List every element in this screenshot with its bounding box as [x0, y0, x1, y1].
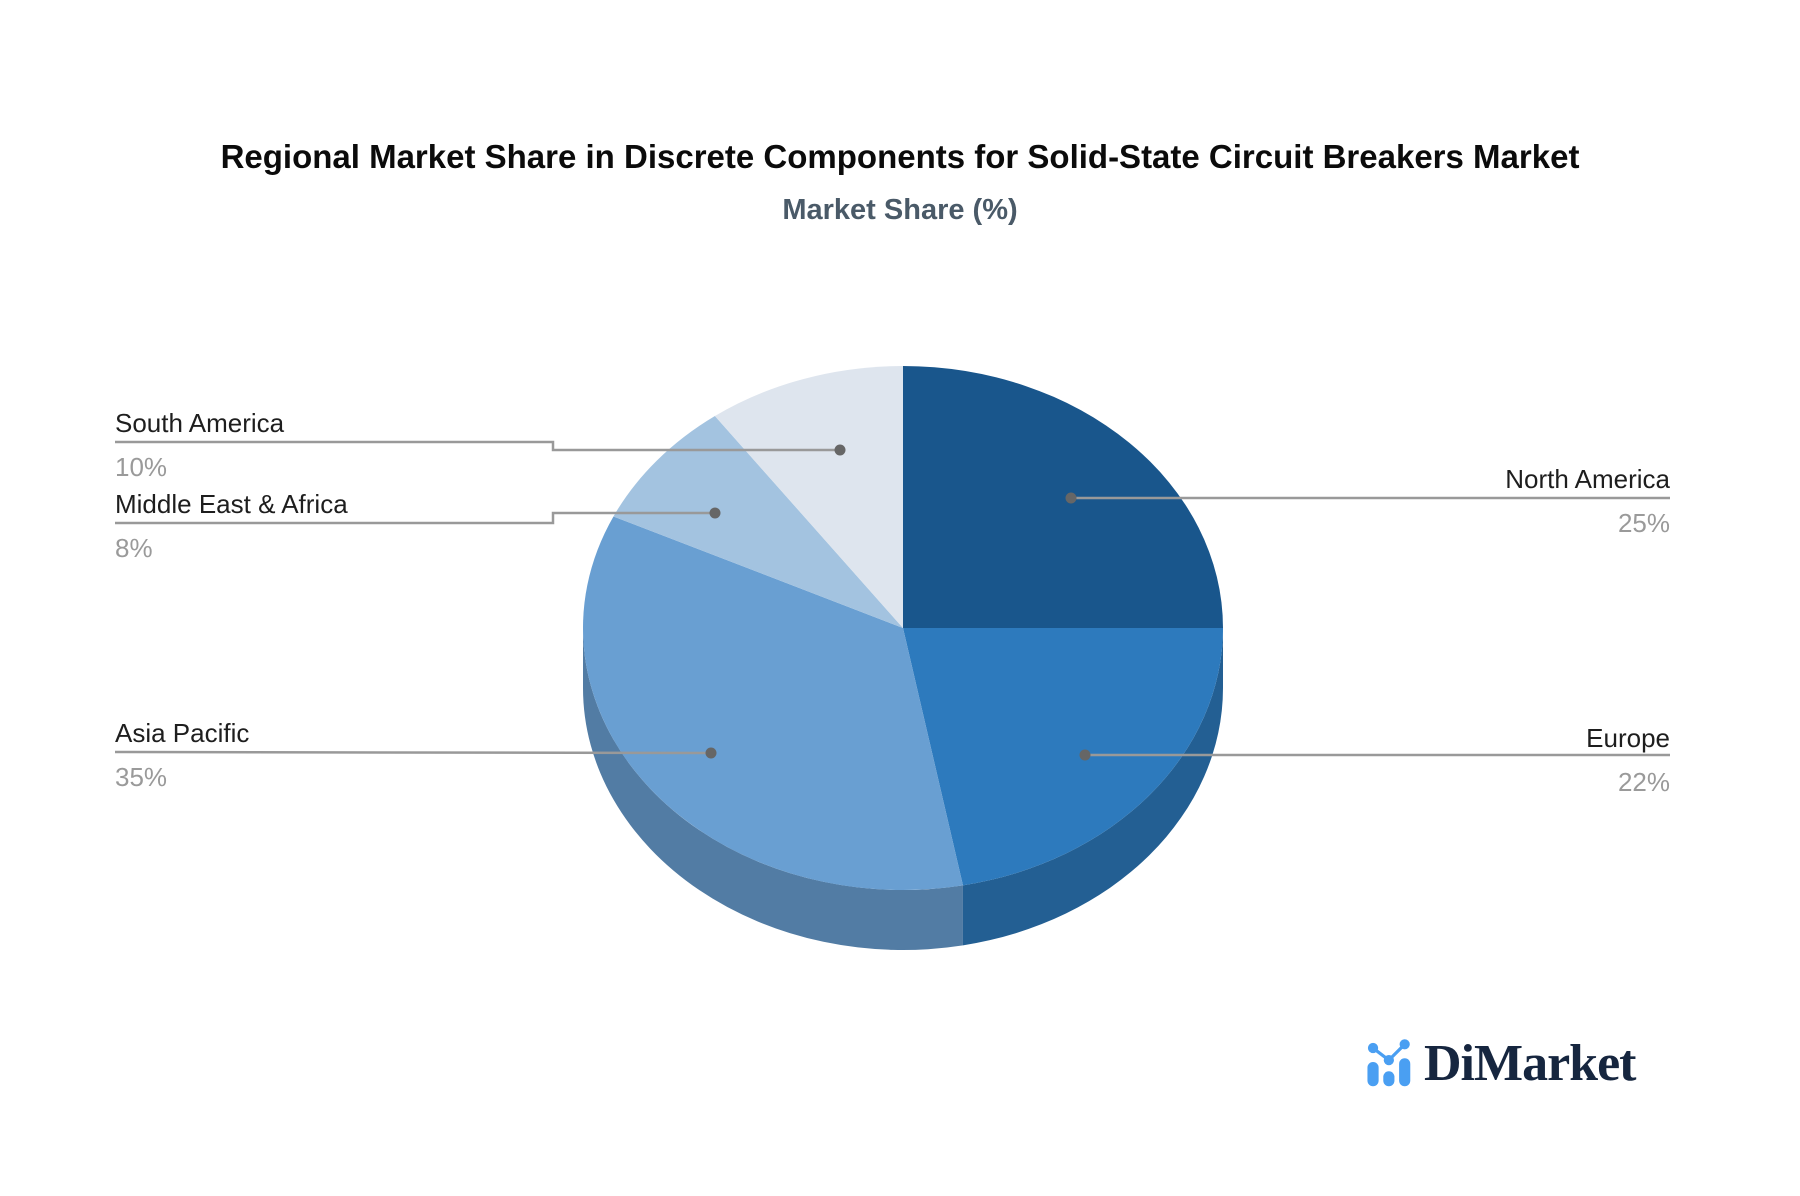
slice-value: 10%: [115, 452, 168, 482]
slice-label: Middle East & Africa: [115, 489, 348, 519]
pie-slice-asia-pacific[interactable]: [582, 516, 963, 890]
leader-dot: [834, 444, 846, 456]
pie-slice-north-america[interactable]: [903, 366, 1223, 628]
slice-value: 35%: [115, 762, 168, 792]
pie-slice-side: [962, 628, 1223, 946]
slice-label: Asia Pacific: [115, 718, 250, 748]
bar-chart-logo-icon: [1367, 1039, 1411, 1087]
slice-label: Europe: [1586, 723, 1670, 753]
callout-middle-east-africa: Middle East & Africa 8%: [115, 487, 348, 565]
leader-dot: [705, 747, 717, 759]
callout-north-america: North America 25%: [1505, 462, 1670, 540]
leader-dot: [1065, 492, 1077, 504]
chart-subtitle: Market Share (%): [782, 194, 1018, 226]
leader-dot: [709, 507, 721, 519]
pie-slice-side: [583, 628, 963, 950]
slice-value: 22%: [1617, 767, 1670, 797]
brand-logo-text: DiMarket: [1424, 1035, 1636, 1092]
slice-label: North America: [1505, 464, 1670, 494]
slice-value: 8%: [115, 533, 153, 563]
chart-title: Regional Market Share in Discrete Compon…: [220, 138, 1580, 175]
slice-value: 25%: [1617, 508, 1670, 538]
brand-logo: DiMarket: [1360, 1034, 1636, 1092]
leader-line: [115, 511, 715, 525]
pie-slice-south-america[interactable]: [714, 366, 903, 628]
leader-line: [115, 440, 840, 452]
slice-label: South America: [115, 408, 285, 438]
callout-south-america: South America 10%: [115, 406, 284, 484]
pie-slice-europe[interactable]: [903, 628, 1223, 886]
callout-asia-pacific: Asia Pacific 35%: [115, 716, 249, 794]
callout-europe: Europe 22%: [1586, 721, 1670, 799]
leader-dot: [1079, 749, 1091, 761]
leader-line: [114, 750, 712, 755]
pie-slice-middle-east-africa[interactable]: [613, 416, 903, 628]
